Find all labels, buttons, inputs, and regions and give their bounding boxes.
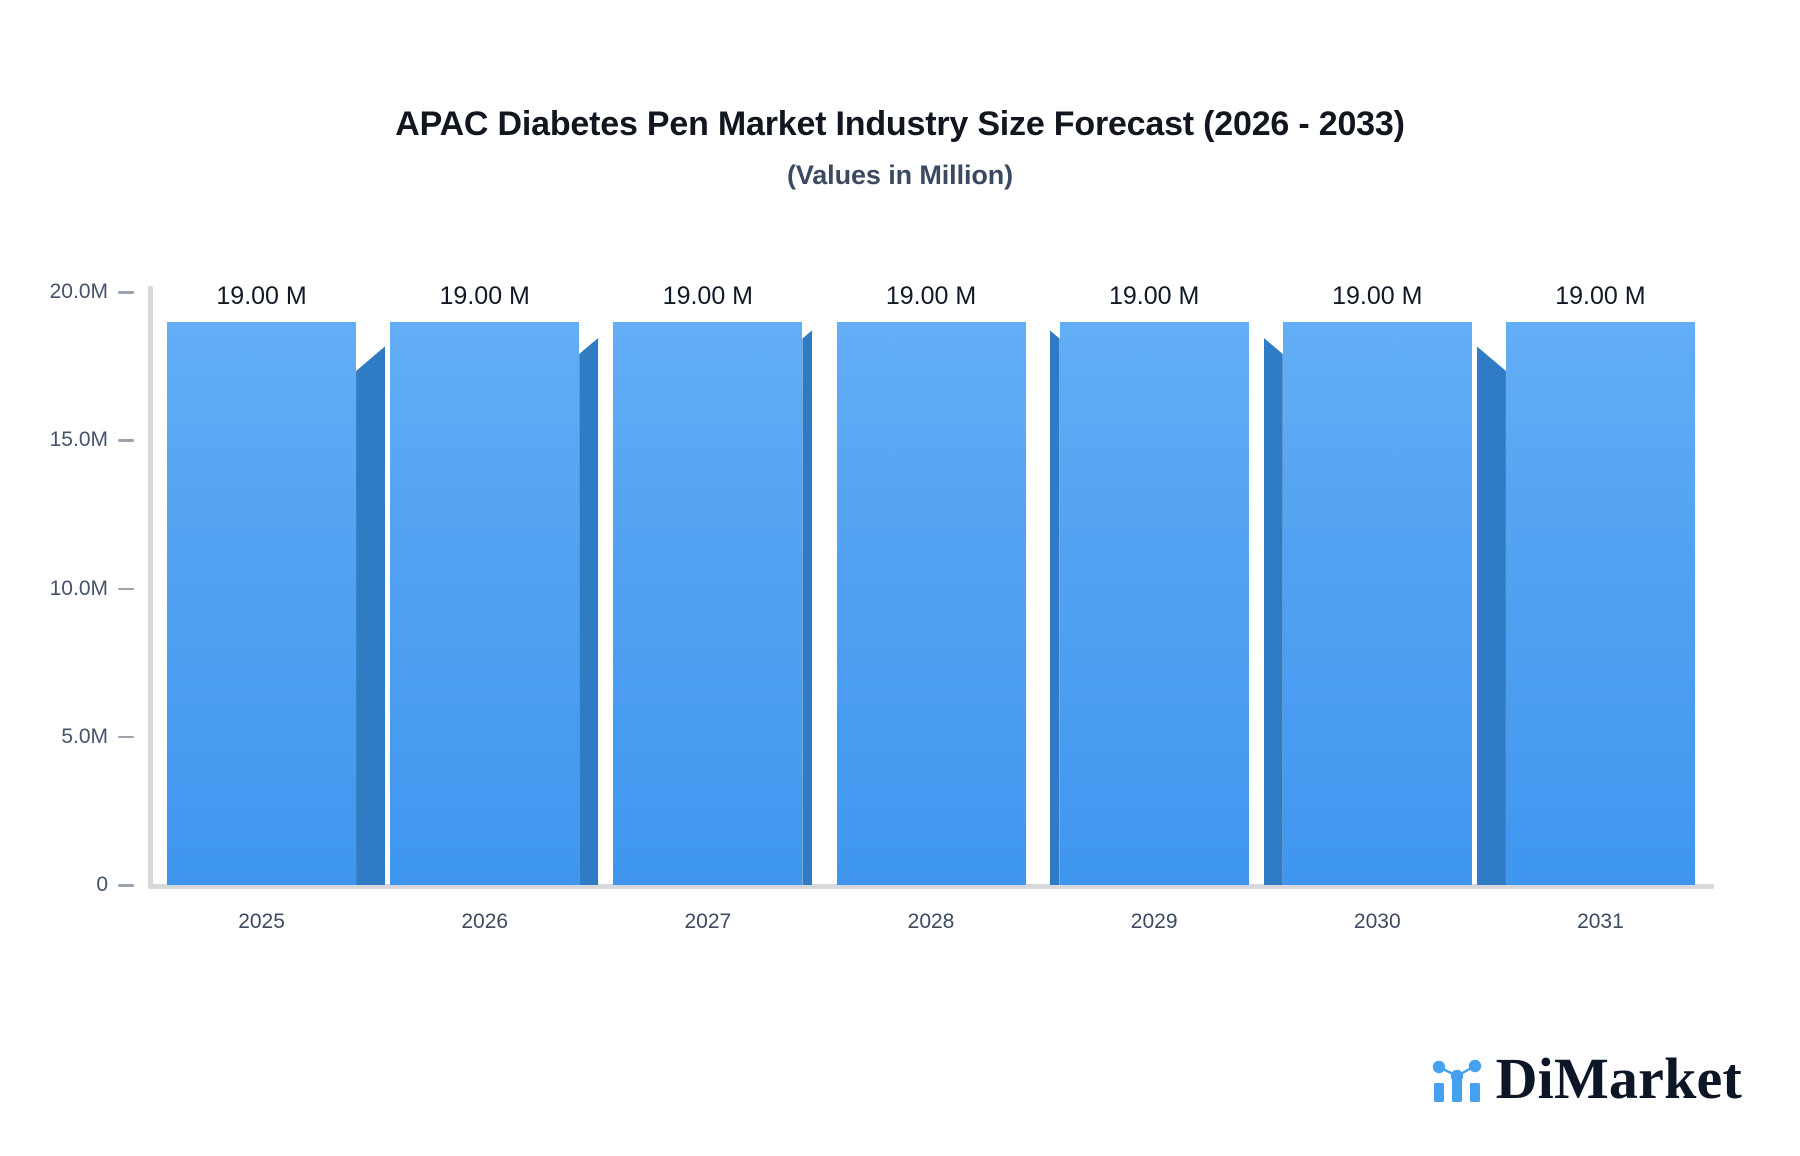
y-axis-tick-label: 5.0M (61, 724, 108, 748)
bar-front-face[interactable] (613, 321, 803, 885)
x-axis-category-label: 2027 (684, 910, 732, 933)
bar-front-face[interactable] (836, 321, 1026, 885)
bar-value-label: 19.00 M (1555, 281, 1646, 310)
y-axis-tick: 5.0M (0, 725, 140, 749)
y-axis-tick-label: 20.0M (49, 280, 108, 303)
y-axis-tick-mark (118, 587, 134, 590)
bar-side-face (1476, 346, 1506, 885)
bar-value-label: 19.00 M (662, 281, 754, 310)
bar-front-face[interactable] (1505, 321, 1695, 885)
y-axis-tick: 15.0M (0, 428, 140, 452)
bar-chart-trend-icon (1432, 1059, 1481, 1102)
y-axis-tick-mark (118, 884, 134, 887)
bar-value-label: 19.00 M (1332, 281, 1423, 310)
x-axis-category-label: 2026 (461, 910, 509, 933)
x-axis-category-label: 2029 (1130, 910, 1178, 933)
y-axis-tick-mark (118, 735, 134, 739)
y-axis-tick: 0 (0, 873, 140, 897)
bar-front-face[interactable] (1282, 321, 1472, 885)
x-axis-category-label: 2030 (1353, 910, 1401, 933)
y-axis-tick-label: 15.0M (49, 428, 108, 452)
brand-name: DiMarket (1495, 1046, 1742, 1111)
bar-front-face[interactable] (167, 321, 357, 885)
x-axis-category-label: 2028 (907, 910, 955, 933)
y-axis-line (148, 286, 153, 889)
y-axis-tick-label: 0 (96, 873, 108, 896)
y-axis-tick: 10.0M (0, 577, 140, 601)
bar-side-face (802, 330, 813, 885)
y-axis-tick: 20.0M (0, 280, 140, 304)
bar-side-face (1263, 337, 1283, 885)
bar-side-face (1049, 330, 1060, 885)
plot-area: 19.00 M 2025 19.00 M 2026 19.00 M 2027 19.00 M… (150, 282, 1712, 933)
x-axis-category-label: 2025 (238, 910, 285, 933)
bar-side-face (579, 337, 599, 885)
x-axis-category-label: 2031 (1577, 910, 1624, 933)
y-axis-tick-mark (118, 439, 134, 442)
y-axis-tick-mark (118, 291, 134, 294)
bar-value-label: 19.00 M (885, 281, 977, 310)
bar-group[interactable]: 19.00 M 2031 (1476, 282, 1695, 933)
title-block: APAC Diabetes Pen Market Industry Size F… (0, 104, 1800, 191)
bar-group[interactable]: 19.00 M 2026 (390, 282, 599, 933)
x-axis-line (148, 884, 1714, 889)
brand-logo: DiMarket (1431, 1050, 1742, 1108)
bar-front-face[interactable] (390, 321, 580, 885)
bar-value-label: 19.00 M (1108, 281, 1200, 310)
page-title: APAC Diabetes Pen Market Industry Size F… (395, 105, 1405, 143)
bar-group[interactable]: 19.00 M 2027 (613, 282, 813, 933)
bar-value-label: 19.00 M (439, 281, 530, 310)
bar-group[interactable]: 19.00 M 2030 (1263, 282, 1472, 933)
bar-group[interactable]: 19.00 M 2025 (167, 282, 386, 933)
bar-group[interactable]: 19.00 M 2028 (836, 282, 1026, 933)
chart-subtitle: (Values in Million) (786, 160, 1014, 191)
bar-group[interactable]: 19.00 M 2029 (1049, 282, 1249, 933)
bar-side-face (356, 346, 386, 885)
bar-front-face[interactable] (1059, 321, 1249, 885)
bar-value-label: 19.00 M (216, 281, 307, 310)
y-axis-tick-label: 10.0M (49, 576, 108, 600)
